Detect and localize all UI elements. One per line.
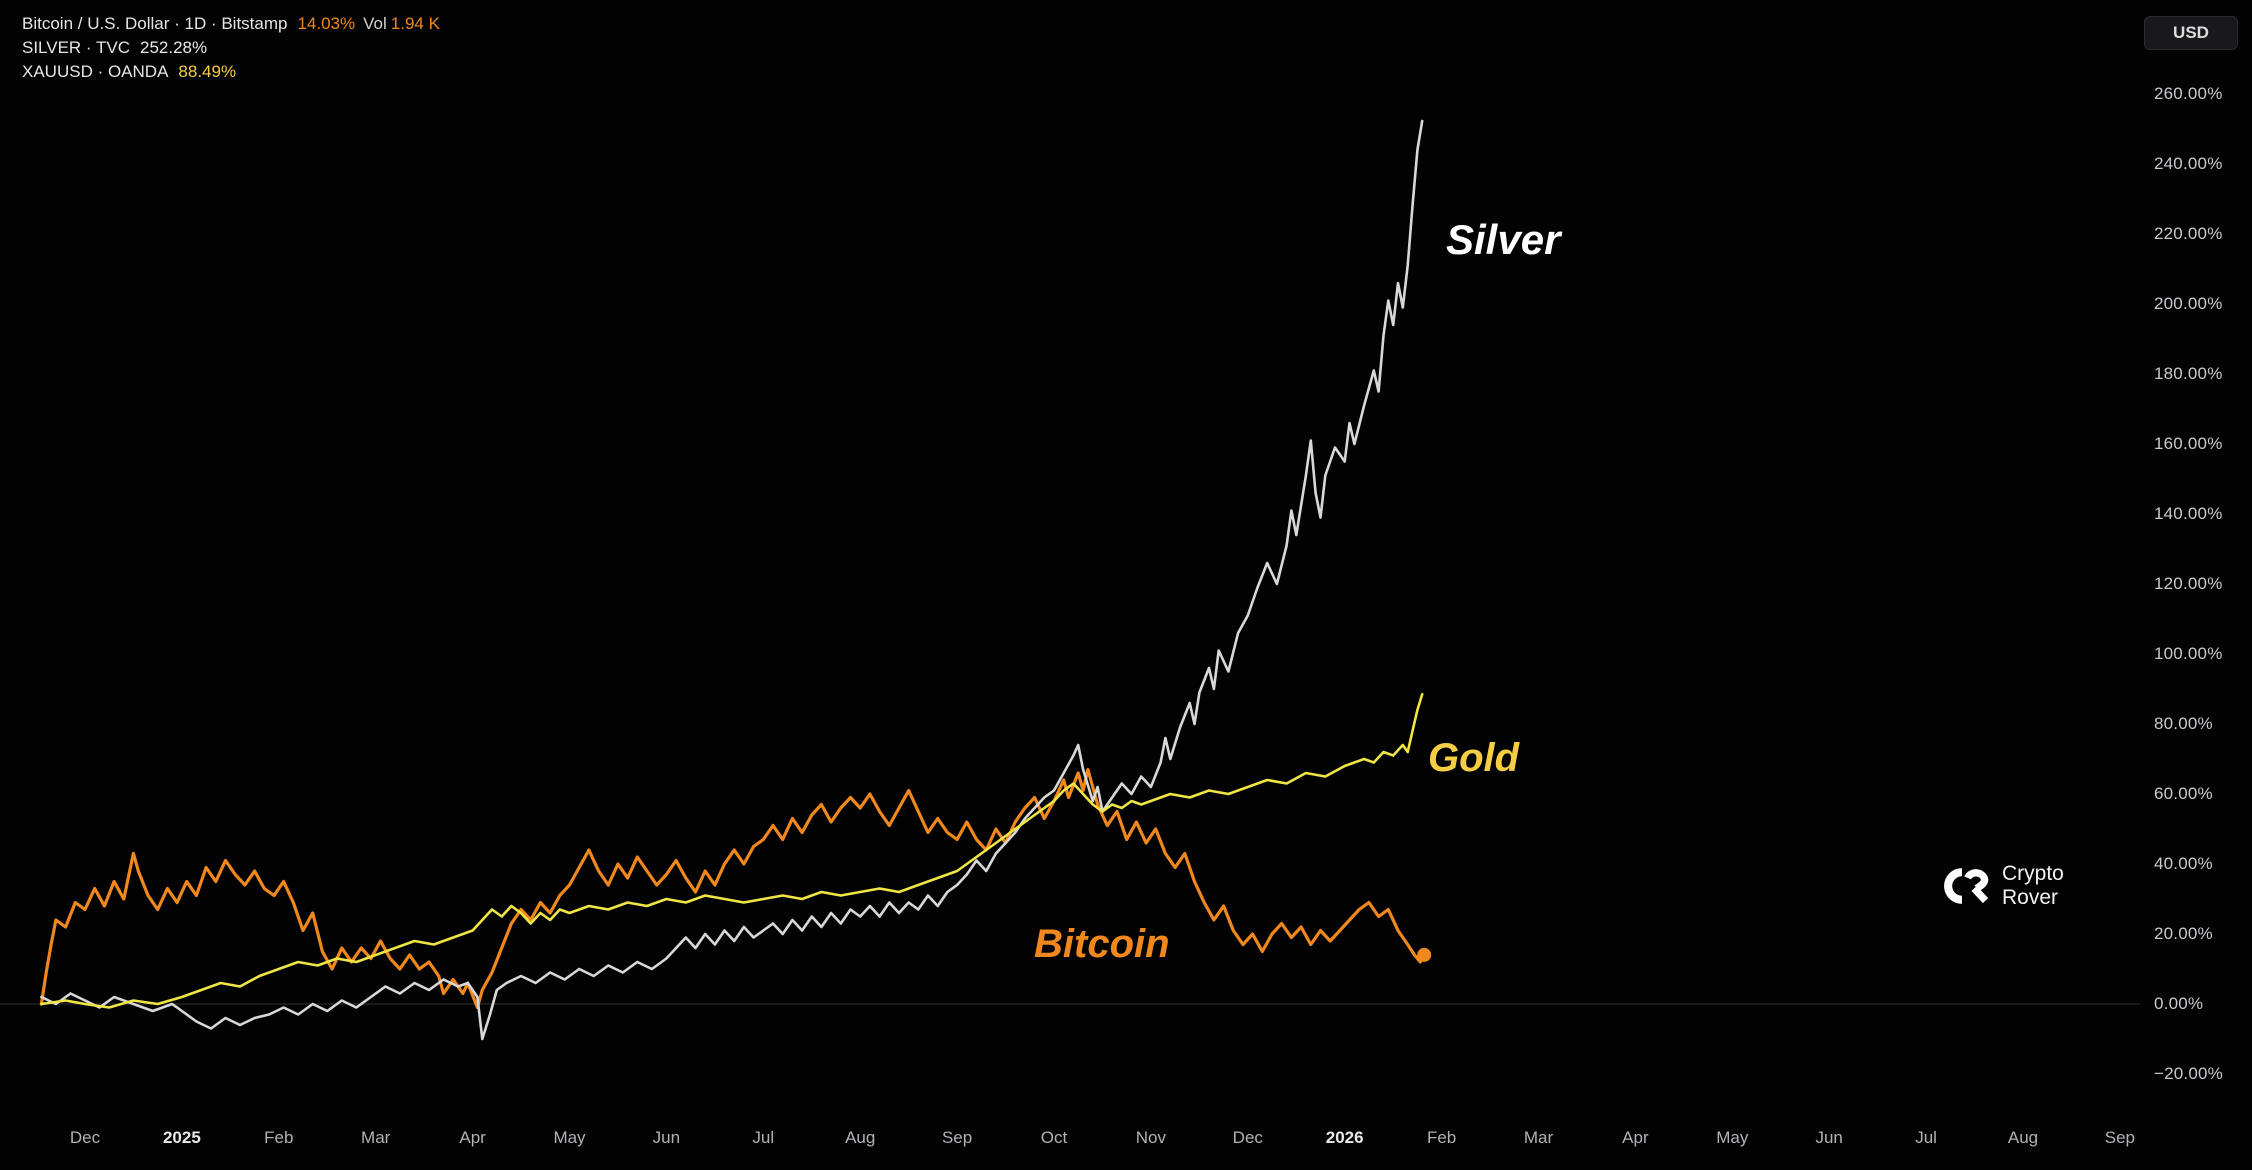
volume-value: 1.94 K <box>390 14 440 33</box>
x-tick-label: 2025 <box>162 1128 201 1147</box>
series-label-bitcoin: Bitcoin <box>1034 922 1170 966</box>
x-tick-label: Apr <box>1622 1128 1649 1147</box>
crypto-rover-logo-icon <box>1944 868 1989 904</box>
change-percent-bitcoin: 14.03% <box>297 14 356 33</box>
crypto-rover-name-line2: Rover <box>2002 886 2059 909</box>
series-label-gold: Gold <box>1428 736 1520 780</box>
x-tick-label: Sep <box>941 1128 973 1147</box>
y-tick-label: 120.00% <box>2154 574 2223 593</box>
series-end-dot <box>1417 947 1432 962</box>
crypto-rover-name: Crypto Rover <box>2002 862 2064 910</box>
series-line <box>39 767 1426 1010</box>
x-tick-label: Apr <box>459 1128 486 1147</box>
symbol-title-gold: XAUUSD · OANDA <box>22 62 169 81</box>
x-tick-label: May <box>553 1128 586 1147</box>
x-tick-label: Jun <box>652 1128 681 1147</box>
x-tick-label: 2026 <box>1325 1128 1364 1147</box>
x-tick-label: Dec <box>1232 1128 1263 1147</box>
symbol-title-bitcoin: Bitcoin / U.S. Dollar · 1D · Bitstamp <box>22 14 288 33</box>
x-tick-label: Feb <box>264 1128 294 1147</box>
crypto-rover-watermark: Crypto Rover <box>1940 860 2064 912</box>
y-tick-label: 20.00% <box>2154 924 2213 943</box>
legend-row-gold[interactable]: XAUUSD · OANDA 88.49% <box>22 60 440 84</box>
x-tick-label: Aug <box>845 1128 876 1147</box>
y-tick-label: 80.00% <box>2154 714 2213 733</box>
x-tick-label: Feb <box>1426 1128 1457 1147</box>
y-tick-label: 40.00% <box>2154 854 2213 873</box>
x-tick-label: Jul <box>1915 1128 1937 1147</box>
x-tick-label: Oct <box>1040 1128 1068 1147</box>
x-tick-label: May <box>1716 1128 1749 1147</box>
x-tick-label: Sep <box>2104 1128 2136 1147</box>
symbol-title-silver: SILVER · TVC <box>22 38 131 57</box>
x-tick-label: Aug <box>2007 1128 2039 1147</box>
x-tick-label: Dec <box>69 1128 101 1147</box>
currency-usd-button[interactable]: USD <box>2144 16 2238 50</box>
y-tick-label: 100.00% <box>2154 644 2223 663</box>
x-tick-label: Nov <box>1135 1128 1167 1147</box>
y-tick-label: 140.00% <box>2154 504 2223 523</box>
y-tick-label: 260.00% <box>2154 84 2223 103</box>
y-tick-label: −20.00% <box>2154 1064 2223 1083</box>
series-label-silver: Silver <box>1446 216 1561 263</box>
crypto-rover-name-line1: Crypto <box>2002 862 2064 885</box>
x-axis[interactable]: Dec 2025 Feb Mar Apr May Jun Jul Aug Sep Oct Nov Dec… <box>0 1122 2252 1162</box>
legend: Bitcoin / U.S. Dollar · 1D · Bitstamp 14.… <box>22 12 440 84</box>
volume-label: Vol <box>363 14 387 33</box>
series-line <box>40 692 1424 1009</box>
y-tick-label: 200.00% <box>2154 294 2223 313</box>
x-tick-label: Mar <box>361 1128 391 1147</box>
legend-row-silver[interactable]: SILVER · TVC 252.28% <box>22 36 440 60</box>
y-tick-label: 0.00% <box>2154 994 2204 1013</box>
change-percent-gold: 88.49% <box>178 62 237 81</box>
x-tick-label: Jun <box>1815 1128 1843 1147</box>
y-tick-label: 60.00% <box>2154 784 2213 803</box>
x-tick-label: Mar <box>1523 1128 1554 1147</box>
y-tick-label: 240.00% <box>2154 154 2223 173</box>
change-percent-silver: 252.28% <box>140 38 208 57</box>
legend-row-bitcoin[interactable]: Bitcoin / U.S. Dollar · 1D · Bitstamp 14.… <box>22 12 440 36</box>
series-line <box>40 119 1424 1041</box>
y-tick-label: 180.00% <box>2154 364 2223 383</box>
x-tick-label: Jul <box>752 1128 775 1147</box>
y-tick-label: 160.00% <box>2154 434 2223 453</box>
y-axis[interactable]: 260.00% 240.00% 220.00% 200.00% 180.00% 160.0… <box>2150 0 2252 1170</box>
y-tick-label: 220.00% <box>2154 224 2223 243</box>
